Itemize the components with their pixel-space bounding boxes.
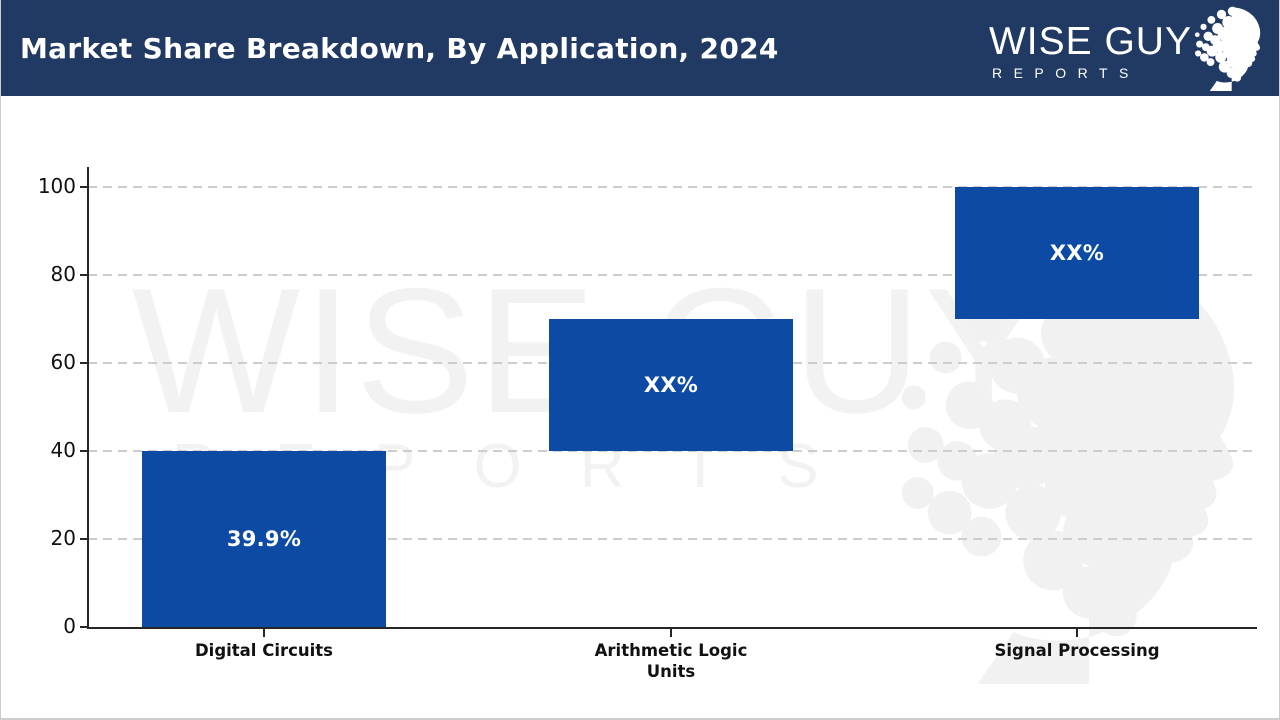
y-tick-label-40: 40 [50, 437, 76, 462]
bar-0: 39.9% [142, 451, 386, 627]
bar-value-label-2: XX% [1049, 240, 1105, 265]
y-tick-label-60: 60 [50, 349, 76, 374]
y-tick-label-20: 20 [50, 525, 76, 550]
y-tick-100 [80, 185, 88, 188]
x-tick-1 [670, 629, 672, 637]
y-tick-label-0: 0 [63, 614, 76, 638]
x-category-label-2: Signal Processing [994, 641, 1160, 660]
gridline-40 [88, 449, 1256, 452]
y-tick-label-80: 80 [50, 261, 76, 286]
y-tick-80 [80, 273, 88, 276]
bar-value-label-1: XX% [643, 372, 699, 397]
dotted-face-logo-icon [1194, 6, 1261, 91]
bar-value-label-0: 39.9% [226, 527, 302, 552]
wise-guy-reports-logo: WISE GUY REPORTS [989, 4, 1270, 92]
gridline-100 [88, 185, 1256, 188]
x-axis-line [87, 627, 1257, 629]
x-tick-0 [263, 629, 265, 637]
logo-wordmark: WISE GUY [988, 19, 1192, 63]
logo-text: WISE GUY REPORTS [989, 22, 1192, 81]
header-band: Market Share Breakdown, By Application, … [0, 0, 1280, 96]
y-tick-0 [80, 626, 88, 628]
bar-2: XX% [955, 186, 1199, 319]
y-tick-40 [80, 449, 88, 452]
y-axis-line [87, 167, 89, 629]
gridline-80 [88, 273, 1256, 276]
x-category-label-1: Arithmetic Logic Units [594, 641, 748, 682]
y-tick-label-100: 100 [37, 173, 76, 198]
x-tick-2 [1076, 629, 1078, 637]
logo-reports-label: REPORTS [991, 64, 1140, 81]
y-tick-20 [80, 537, 88, 540]
x-category-label-0: Digital Circuits [194, 641, 334, 660]
bar-1: XX% [549, 318, 793, 451]
chart-title: Market Share Breakdown, By Application, … [20, 31, 779, 65]
gridline-20 [88, 537, 1256, 540]
y-tick-60 [80, 361, 88, 364]
